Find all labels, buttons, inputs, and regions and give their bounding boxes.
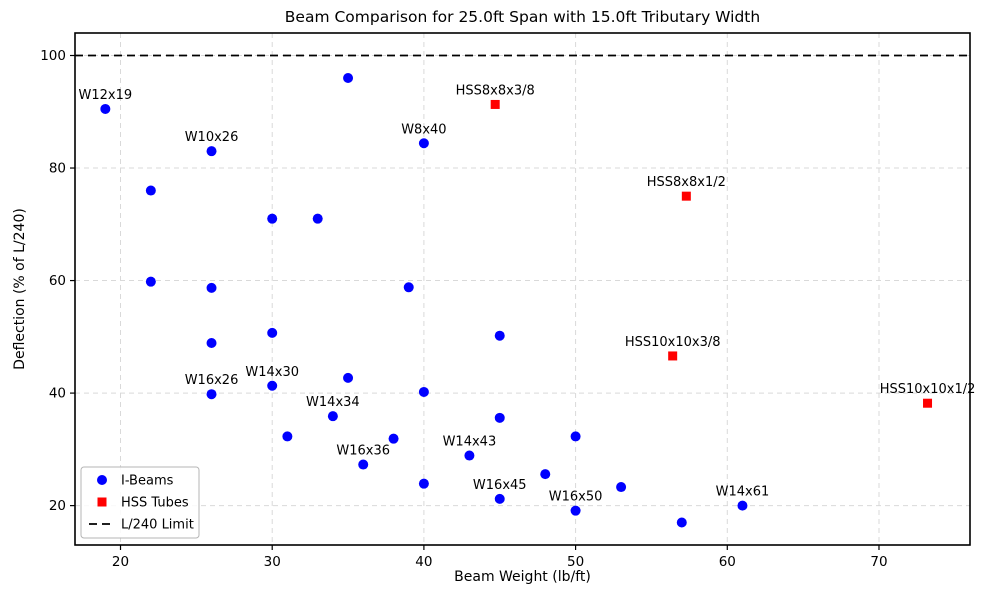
data-point-i-beams (403, 282, 414, 293)
data-point-i-beams (494, 412, 505, 423)
data-point-i-beams (282, 431, 293, 442)
data-point-hss8x8x1-2 (681, 191, 691, 201)
data-point-i-beams (145, 185, 156, 196)
y-tick-label: 60 (49, 273, 66, 289)
data-point-i-beams (616, 482, 627, 493)
y-tick-label: 20 (49, 498, 66, 514)
point-annotation: W16x36 (336, 444, 390, 459)
point-annotation: W16x50 (549, 490, 603, 505)
data-point-i-beams (206, 338, 217, 349)
point-annotation: W14x61 (716, 485, 770, 500)
y-tick-label: 80 (49, 161, 66, 177)
data-point-i-beams (570, 431, 581, 442)
data-point-i-beams (494, 330, 505, 341)
data-point-i-beams (388, 433, 399, 444)
plot-border (74, 32, 971, 546)
legend-frame (80, 466, 200, 539)
data-point-w16x36 (358, 459, 369, 470)
x-tick-label: 20 (112, 554, 129, 570)
data-point-w12x19 (100, 103, 111, 114)
data-point-w16x26 (206, 389, 217, 400)
point-annotation: HSS8x8x3/8 (456, 83, 535, 98)
chart-title: Beam Comparison for 25.0ft Span with 15.… (285, 8, 760, 26)
data-point-i-beams (145, 276, 156, 287)
data-point-w10x26 (206, 146, 217, 157)
legend-label: I-Beams (121, 474, 174, 489)
y-tick-label: 100 (40, 48, 66, 64)
data-point-i-beams (206, 282, 217, 293)
point-annotation: W16x45 (473, 478, 527, 493)
legend-label: L/240 Limit (121, 518, 194, 533)
data-point-w14x30 (267, 380, 278, 391)
x-tick-label: 60 (719, 554, 736, 570)
point-annotation: W12x19 (79, 88, 133, 103)
point-annotation: HSS10x10x1/2 (880, 382, 976, 397)
data-point-i-beams (418, 386, 429, 397)
data-point-i-beams (267, 327, 278, 338)
data-point-i-beams (540, 469, 551, 480)
data-point-i-beams (343, 372, 354, 383)
data-point-i-beams (676, 517, 687, 528)
data-point-i-beams (418, 478, 429, 489)
data-point-w14x34 (327, 411, 338, 422)
legend-marker-i-beams (97, 475, 107, 485)
x-tick-label: 30 (264, 554, 281, 570)
data-point-w8x40 (418, 138, 429, 149)
data-point-hss10x10x3-8 (668, 351, 678, 361)
point-annotation: W14x34 (306, 395, 360, 410)
legend-label: HSS Tubes (121, 496, 189, 511)
point-annotation: W8x40 (401, 122, 446, 137)
legend-marker-hss-tubes (97, 497, 107, 507)
data-point-w14x61 (737, 500, 748, 511)
point-annotation: W10x26 (185, 130, 239, 145)
data-point-hss10x10x1-2 (923, 398, 933, 408)
x-tick-label: 70 (870, 554, 887, 570)
point-annotation: W14x30 (245, 365, 299, 380)
plot-area: 20 30 40 50 60 70 20 40 60 80 100 W12x19 W10x26 W16x2… (40, 32, 976, 570)
y-axis-label: Deflection (% of L/240) (12, 208, 28, 370)
data-point-w16x45 (494, 493, 505, 504)
point-annotation: W16x26 (185, 373, 239, 388)
point-annotation: W14x43 (443, 435, 497, 450)
x-tick-label: 50 (567, 554, 584, 570)
data-point-hss8x8x3-8 (490, 99, 500, 109)
y-tick-label: 40 (49, 386, 66, 402)
data-point-i-beams (267, 213, 278, 224)
data-point-w16x50 (570, 505, 581, 516)
data-point-i-beams (343, 73, 354, 84)
x-axis-label: Beam Weight (lb/ft) (454, 569, 591, 585)
x-tick-label: 40 (415, 554, 432, 570)
data-point-w14x43 (464, 450, 475, 461)
point-annotation: HSS8x8x1/2 (647, 175, 726, 190)
legend: I-Beams HSS Tubes L/240 Limit (80, 466, 200, 539)
data-point-i-beams (312, 213, 323, 224)
point-annotation: HSS10x10x3/8 (625, 335, 721, 350)
